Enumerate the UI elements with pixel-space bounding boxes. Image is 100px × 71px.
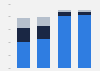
Bar — [58, 12, 71, 16]
Bar — [17, 28, 30, 42]
Bar — [78, 10, 91, 12]
Bar — [58, 10, 71, 12]
Bar — [58, 16, 71, 68]
Bar — [17, 42, 30, 68]
Bar — [37, 39, 50, 68]
Bar — [37, 26, 50, 39]
Bar — [78, 12, 91, 15]
Bar — [78, 15, 91, 68]
Bar — [17, 18, 30, 28]
Bar — [37, 17, 50, 26]
